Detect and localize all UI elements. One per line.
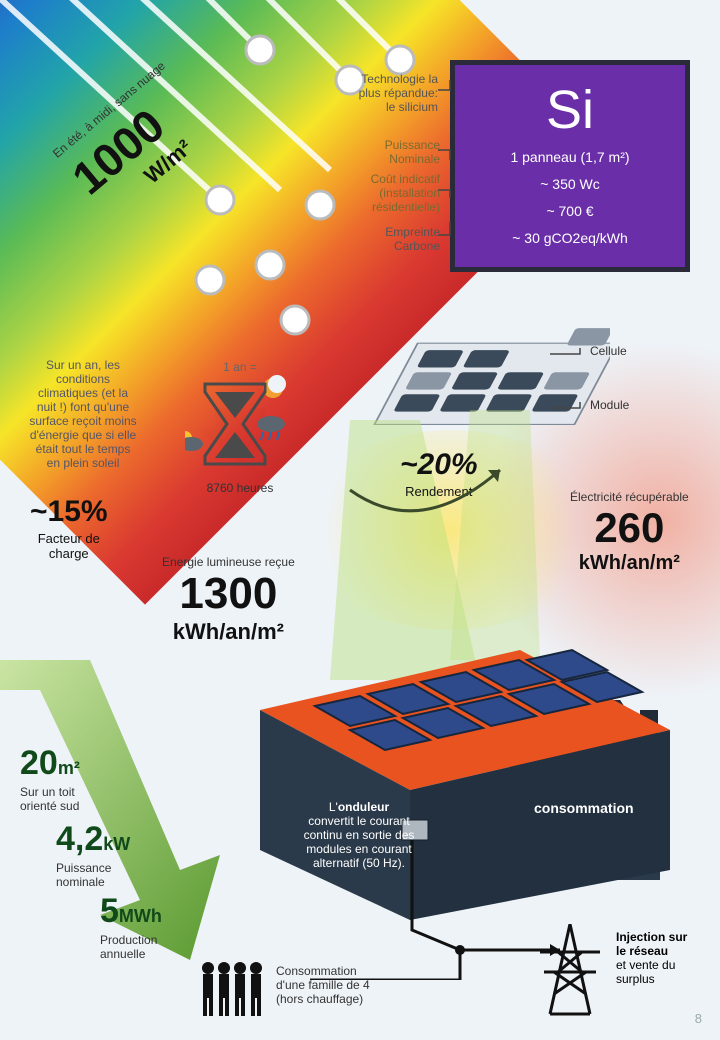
page-number: 8 — [695, 1011, 702, 1026]
inverter-text: L'onduleurconvertit le courantcontinu en… — [284, 800, 434, 870]
si-label-cost: Coût indicatif (installation résidentiel… — [358, 172, 440, 214]
rec-unit: kWh/an/m² — [570, 552, 689, 575]
year-block: 1 an = 8760 heures — [185, 360, 295, 495]
capacity-factor-desc: Sur un an, les conditions climatiques (e… — [6, 358, 160, 470]
recoverable: Électricité récupérable 260 kWh/an/m² — [570, 490, 689, 575]
rec-label: Électricité récupérable — [570, 490, 689, 504]
year-hours: 8760 heures — [185, 481, 295, 495]
family-text: Consommation d'une famille de 4 (hors ch… — [276, 964, 370, 1006]
year-title: 1 an = — [185, 360, 295, 374]
house — [200, 620, 720, 980]
rec-value: 260 — [570, 504, 689, 552]
grid-text: Injection sur le réseau et vente du surp… — [616, 930, 687, 986]
si-leaders — [0, 0, 720, 300]
si-label-tech: Technologie la plus répandue: le siliciu… — [350, 72, 438, 114]
si-label-carbon: Empreinte Carbone — [370, 225, 440, 253]
capacity-factor: ~15% Facteur de charge — [30, 495, 108, 561]
solar-infographic: { "page_number": "8", "irradiance": { "c… — [0, 0, 720, 1040]
si-label-nominal: Puissance Nominale — [370, 138, 440, 166]
family-icon — [198, 960, 268, 1020]
capacity-factor-label: Facteur de charge — [30, 531, 108, 561]
consumption-label: consommation — [534, 800, 634, 816]
lum-value: 1300 — [162, 569, 295, 619]
year-icons — [185, 374, 295, 474]
curved-arrow-icon — [330, 430, 530, 550]
lum-label: Energie lumineuse reçue — [162, 555, 295, 569]
roof-power: 4,2kW Puissance nominale — [56, 820, 130, 889]
pylon-icon — [530, 924, 610, 1024]
roof-prod: 5MWh Production annuelle — [100, 892, 162, 961]
capacity-factor-value: ~15% — [30, 495, 108, 529]
label-cell: Cellule — [590, 344, 627, 358]
roof-area: 20m² Sur un toit orienté sud — [20, 744, 80, 813]
